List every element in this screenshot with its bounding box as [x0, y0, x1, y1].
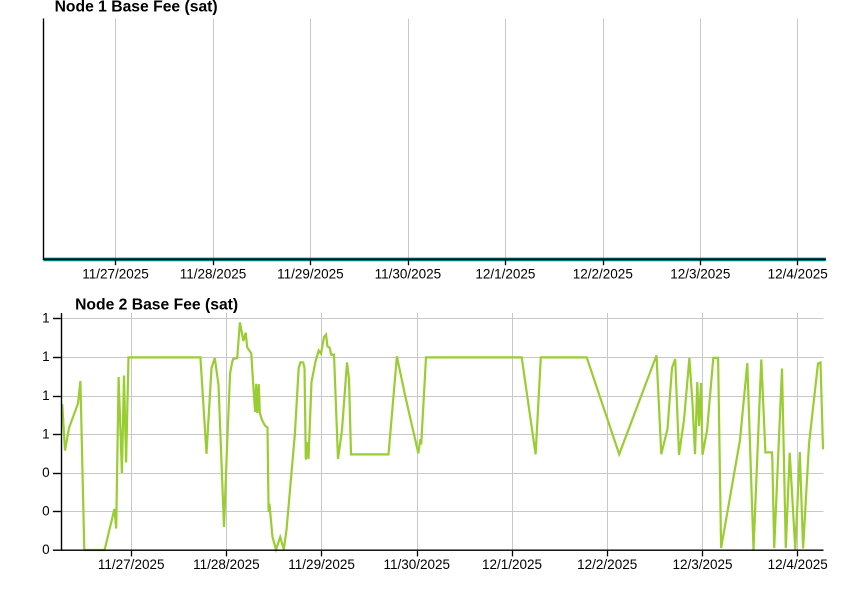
- svg-text:Node 2 Base Fee (sat): Node 2 Base Fee (sat): [75, 296, 238, 313]
- svg-text:0: 0: [42, 542, 50, 557]
- svg-text:1: 1: [42, 311, 50, 326]
- svg-text:Node 1 Base Fee (sat): Node 1 Base Fee (sat): [55, 0, 218, 15]
- svg-text:12/4/2025: 12/4/2025: [768, 557, 828, 572]
- svg-text:1: 1: [42, 349, 50, 364]
- svg-text:0: 0: [42, 465, 50, 480]
- svg-text:12/3/2025: 12/3/2025: [670, 267, 730, 282]
- svg-text:11/28/2025: 11/28/2025: [193, 557, 260, 572]
- svg-text:1: 1: [42, 426, 50, 441]
- svg-text:11/27/2025: 11/27/2025: [98, 557, 165, 572]
- svg-text:11/30/2025: 11/30/2025: [384, 557, 451, 572]
- svg-text:1: 1: [42, 388, 50, 403]
- svg-text:12/1/2025: 12/1/2025: [475, 267, 535, 282]
- svg-text:12/2/2025: 12/2/2025: [577, 557, 637, 572]
- svg-text:12/4/2025: 12/4/2025: [768, 267, 828, 282]
- svg-text:0: 0: [42, 504, 50, 519]
- svg-text:11/28/2025: 11/28/2025: [180, 267, 247, 282]
- svg-text:12/3/2025: 12/3/2025: [672, 557, 732, 572]
- svg-text:11/29/2025: 11/29/2025: [288, 557, 355, 572]
- svg-text:12/1/2025: 12/1/2025: [482, 557, 542, 572]
- svg-text:12/2/2025: 12/2/2025: [573, 267, 633, 282]
- svg-text:11/29/2025: 11/29/2025: [277, 267, 344, 282]
- svg-text:11/27/2025: 11/27/2025: [82, 267, 149, 282]
- svg-text:11/30/2025: 11/30/2025: [375, 267, 442, 282]
